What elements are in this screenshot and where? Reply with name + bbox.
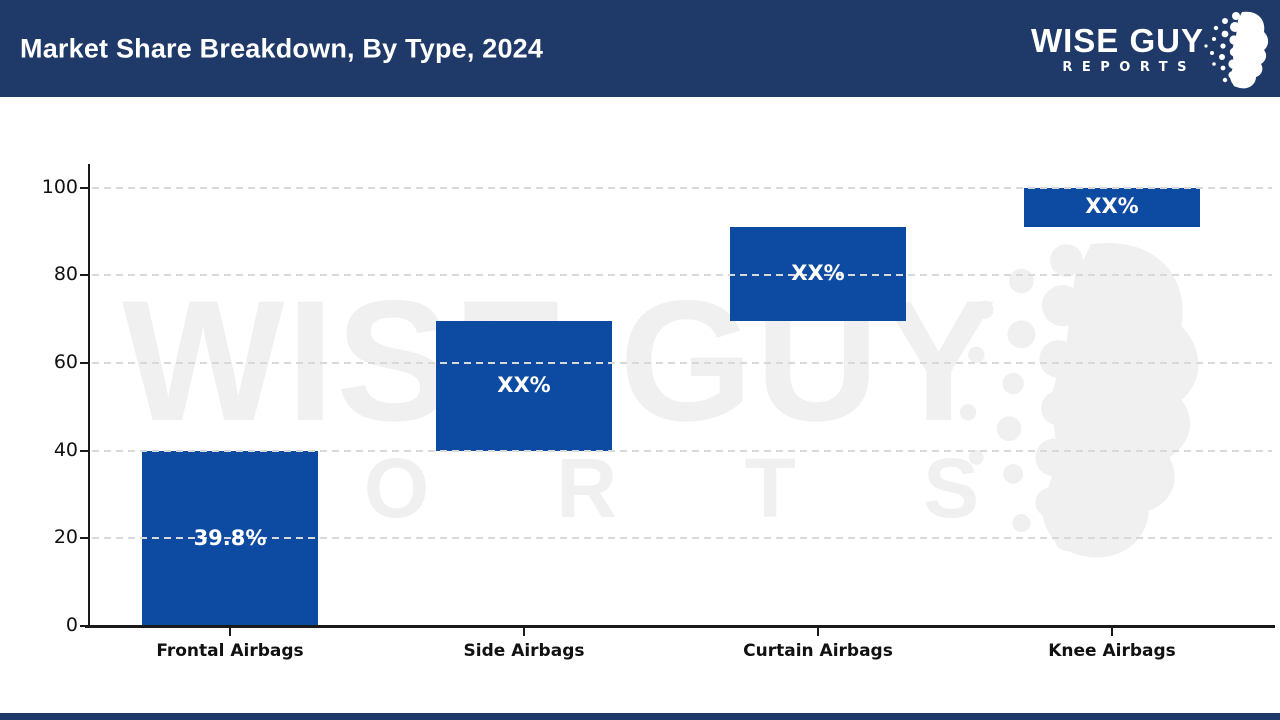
bar-segment: [730, 226, 906, 322]
bar-value-label: XX%: [791, 261, 845, 286]
brand-subtext: REPORTS: [1062, 60, 1196, 75]
footer-bar: [0, 713, 1280, 720]
gridline: [92, 449, 1272, 452]
y-tick-label: 80: [53, 263, 78, 286]
x-tick-mark: [229, 628, 231, 636]
brand-wordmark: WISE GUY: [1030, 22, 1204, 59]
y-tick-mark: [80, 186, 88, 189]
x-tick-mark: [817, 628, 819, 636]
x-tick-mark: [1111, 628, 1113, 636]
y-tick-label: 0: [65, 614, 78, 636]
y-tick-label: 20: [53, 526, 78, 549]
gridline: [92, 274, 1272, 277]
y-tick-mark: [80, 449, 88, 452]
gridline: [92, 361, 1272, 364]
bar-segment: [1024, 187, 1200, 227]
y-tick-label: 60: [53, 350, 78, 373]
y-tick-label: 40: [53, 438, 78, 461]
x-category-label: Knee Airbags: [1048, 641, 1176, 661]
header-bar: Market Share Breakdown, By Type, 2024 WI…: [0, 0, 1280, 97]
y-tick-mark: [80, 361, 88, 364]
bar-value-label: XX%: [497, 373, 551, 398]
x-tick-mark: [523, 628, 525, 636]
y-tick-label: 100: [41, 175, 78, 198]
x-category-label: Frontal Airbags: [156, 641, 304, 661]
x-category-label: Curtain Airbags: [743, 641, 893, 661]
x-category-label: Side Airbags: [463, 641, 585, 661]
page-title: Market Share Breakdown, By Type, 2024: [20, 33, 544, 63]
dotted-head-icon: [1204, 11, 1269, 89]
gridline: [92, 186, 1272, 189]
bar-value-label: 39.8%: [193, 525, 267, 550]
y-tick-mark: [80, 274, 88, 277]
x-axis-line: [85, 625, 1275, 628]
bar-value-label: XX%: [1085, 194, 1139, 219]
y-tick-mark: [80, 537, 88, 540]
y-axis-line: [88, 164, 90, 628]
brand-logo: WISE GUY REPORTS: [1016, 0, 1269, 97]
bar-segment: [436, 321, 612, 452]
y-tick-mark: [80, 625, 88, 627]
gridline: [92, 537, 1272, 540]
watermark-head-icon: [936, 243, 1199, 558]
